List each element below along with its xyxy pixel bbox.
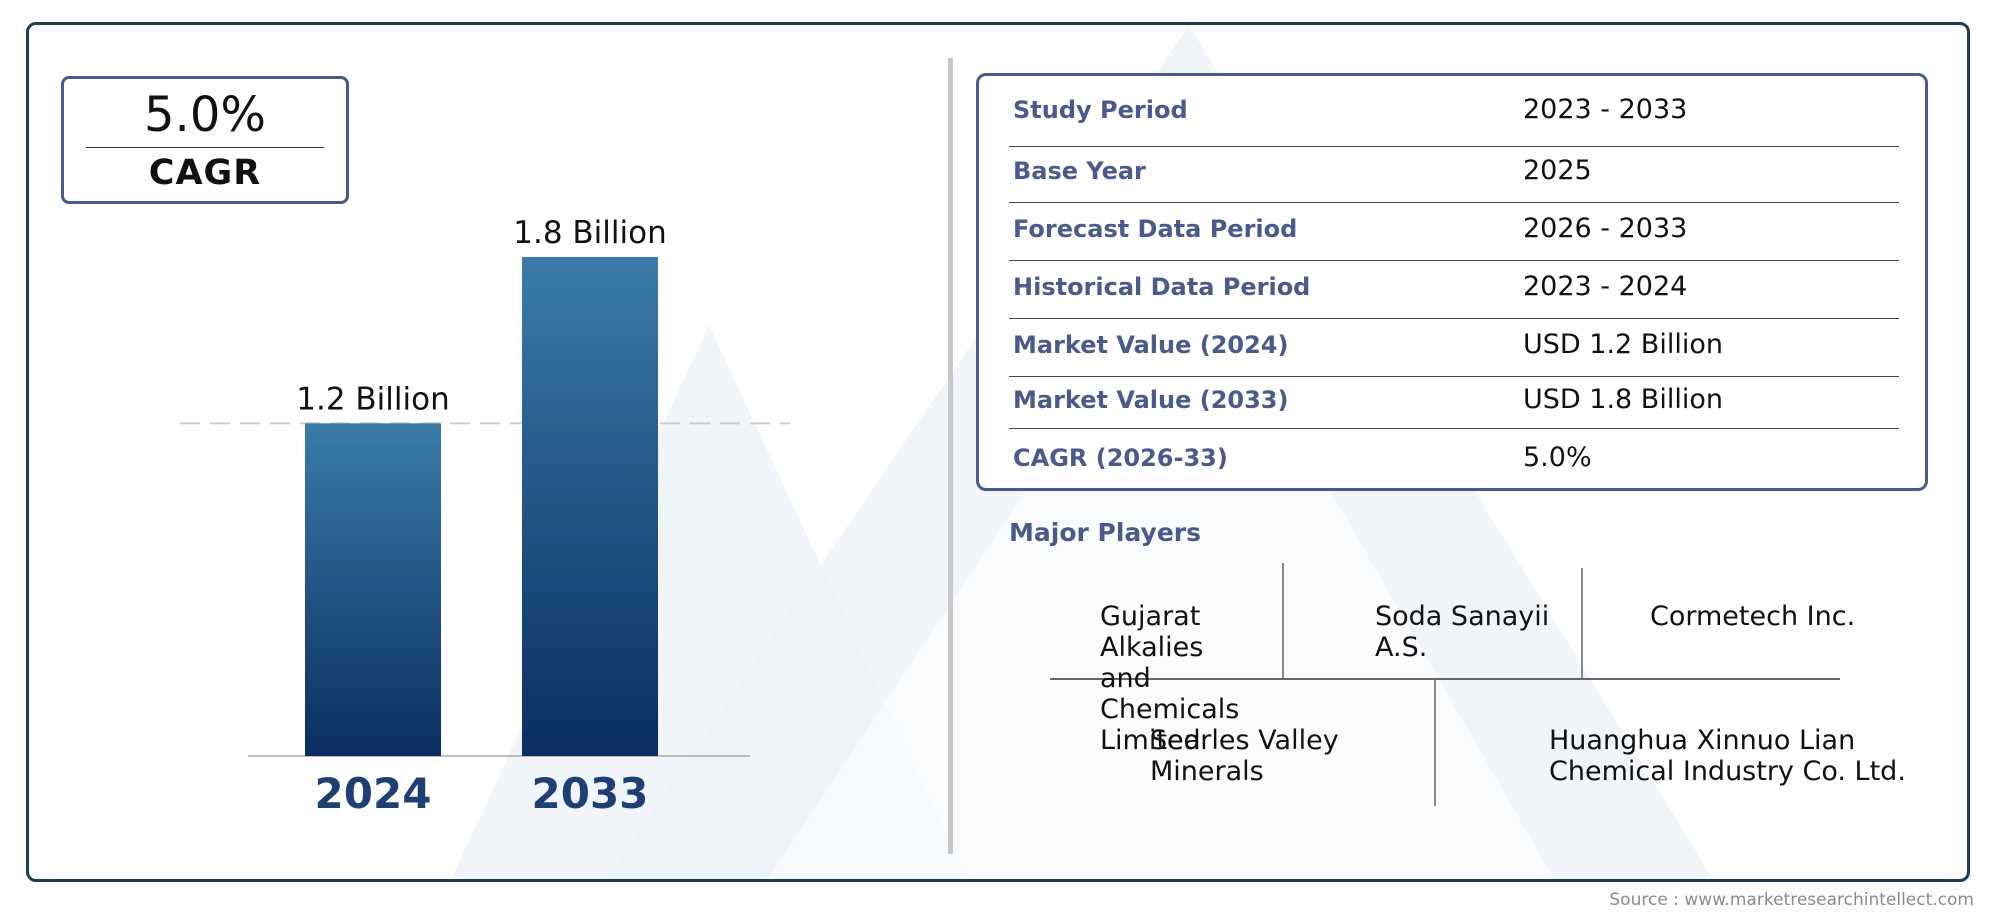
info-row: Study Period 2023 - 2033 xyxy=(1009,78,1899,147)
info-key: Historical Data Period xyxy=(1013,273,1311,301)
major-players-title: Major Players xyxy=(1009,518,1201,547)
info-value: USD 1.8 Billion xyxy=(1523,384,1723,415)
info-value: 2023 - 2033 xyxy=(1523,94,1688,125)
info-value: 2023 - 2024 xyxy=(1523,271,1688,302)
bar-value-label: 1.2 Billion xyxy=(296,381,450,417)
category-label: 2033 xyxy=(532,769,649,818)
info-value: 2025 xyxy=(1523,155,1592,186)
info-key: Market Value (2024) xyxy=(1013,331,1289,359)
category-label: 2024 xyxy=(315,769,432,818)
player-divider xyxy=(1050,678,1840,680)
player-name: Gujarat Alkalies and Chemicals Limited xyxy=(1100,601,1240,756)
player-divider xyxy=(1282,563,1284,678)
info-key: Forecast Data Period xyxy=(1013,215,1298,243)
player-name: Soda Sanayii A.S. xyxy=(1375,601,1550,663)
player-divider xyxy=(1581,568,1583,678)
cagr-label: CAGR xyxy=(148,153,262,193)
info-value: USD 1.2 Billion xyxy=(1523,329,1723,360)
info-key: Base Year xyxy=(1013,157,1146,185)
info-row: Historical Data Period 2023 - 2024 xyxy=(1009,260,1899,319)
info-row: Market Value (2033) USD 1.8 Billion xyxy=(1009,376,1899,429)
cagr-divider xyxy=(86,147,324,148)
player-divider xyxy=(1434,680,1436,806)
cagr-box: 5.0% CAGR xyxy=(61,76,349,204)
player-name: Searles Valley Minerals xyxy=(1150,725,1339,787)
market-info-table: Study Period 2023 - 2033 Base Year 2025 Fore… xyxy=(976,73,1928,491)
player-name: Cormetech Inc. xyxy=(1650,601,1856,632)
bar-value-label: 1.8 Billion xyxy=(513,215,667,251)
source-credit: Source : www.marketresearchintellect.com xyxy=(1609,890,1974,910)
bar-chart: 1.2 Billion 2024 1.8 Billion 2033 xyxy=(180,215,790,818)
info-value: 2026 - 2033 xyxy=(1523,213,1688,244)
bar-2024 xyxy=(305,423,441,756)
info-row: Base Year 2025 xyxy=(1009,144,1899,203)
cagr-value: 5.0% xyxy=(144,87,266,143)
player-name: Huanghua Xinnuo Lian Chemical Industry C… xyxy=(1549,725,1906,787)
info-row: CAGR (2026-33) 5.0% xyxy=(1009,428,1899,492)
info-row: Market Value (2024) USD 1.2 Billion xyxy=(1009,318,1899,377)
info-row: Forecast Data Period 2026 - 2033 xyxy=(1009,202,1899,261)
info-key: CAGR (2026-33) xyxy=(1013,444,1228,472)
bar-2033 xyxy=(522,257,658,756)
info-key: Study Period xyxy=(1013,96,1188,124)
info-value: 5.0% xyxy=(1523,442,1592,473)
panel-divider xyxy=(948,58,953,854)
info-key: Market Value (2033) xyxy=(1013,386,1289,414)
